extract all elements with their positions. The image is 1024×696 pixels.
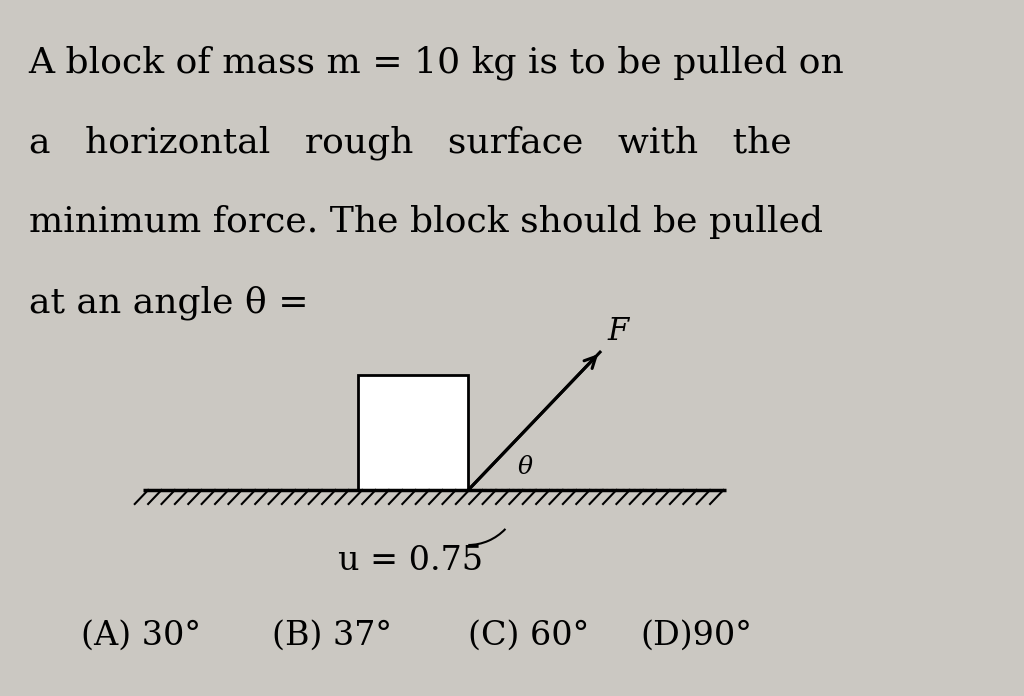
Text: minimum force. The block should be pulled: minimum force. The block should be pulle…	[29, 205, 822, 239]
Bar	[358, 375, 468, 490]
Text: u = 0.75: u = 0.75	[338, 545, 483, 577]
Text: (C) 60°: (C) 60°	[468, 620, 590, 652]
Text: (B) 37°: (B) 37°	[272, 620, 392, 652]
Text: at an angle θ =: at an angle θ =	[29, 285, 308, 319]
Text: (D)90°: (D)90°	[640, 620, 753, 652]
Text: (A) 30°: (A) 30°	[81, 620, 202, 652]
Text: A block of mass m = 10 kg is to be pulled on: A block of mass m = 10 kg is to be pulle…	[29, 45, 845, 79]
Text: F: F	[607, 316, 629, 347]
Text: a   horizontal   rough   surface   with   the: a horizontal rough surface with the	[29, 125, 792, 159]
Text: θ: θ	[518, 457, 532, 480]
